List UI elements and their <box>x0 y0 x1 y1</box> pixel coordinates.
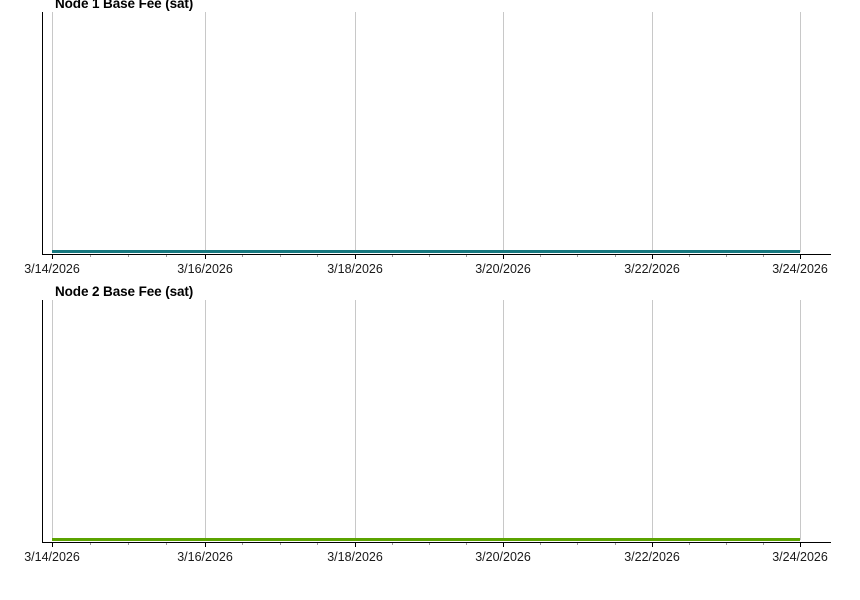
x-tick-node-1-5 <box>800 255 801 259</box>
x-tick-minor-node-1-13 <box>726 255 727 257</box>
series-line-node-2 <box>52 538 800 541</box>
x-tick-minor-node-1-10 <box>577 255 578 257</box>
x-tick-minor-node-2-13 <box>726 543 727 545</box>
x-tick-minor-node-2-11 <box>615 543 616 545</box>
x-tick-node-2-3 <box>503 543 504 547</box>
y-axis-node-1 <box>42 12 43 254</box>
x-tick-node-2-1 <box>205 543 206 547</box>
x-tick-node-1-4 <box>652 255 653 259</box>
x-tick-minor-node-2-10 <box>577 543 578 545</box>
x-tick-minor-node-1-11 <box>615 255 616 257</box>
x-tick-minor-node-1-9 <box>540 255 541 257</box>
x-tick-node-1-2 <box>355 255 356 259</box>
x-axis-label-node-2-5: 3/24/2026 <box>772 550 828 564</box>
x-tick-minor-node-1-5 <box>317 255 318 257</box>
x-axis-label-node-2-2: 3/18/2026 <box>327 550 383 564</box>
x-tick-node-2-4 <box>652 543 653 547</box>
x-tick-minor-node-1-4 <box>280 255 281 257</box>
x-tick-minor-node-2-3 <box>242 543 243 545</box>
x-tick-minor-node-1-8 <box>466 255 467 257</box>
x-tick-minor-node-2-14 <box>763 543 764 545</box>
x-axis-label-node-2-4: 3/22/2026 <box>624 550 680 564</box>
x-tick-minor-node-2-6 <box>392 543 393 545</box>
plot-area-node-2: 3/14/2026 3/16/2026 3/18/2026 3/20/2026 … <box>0 300 860 564</box>
series-line-node-1 <box>52 250 800 253</box>
chart-title-node-1: Node 1 Base Fee (sat) <box>55 0 194 11</box>
chart-panel-node-1: Node 1 Base Fee (sat) <box>0 0 860 286</box>
x-axis-label-node-2-0: 3/14/2026 <box>24 550 80 564</box>
x-axis-label-node-1-4: 3/22/2026 <box>624 262 680 276</box>
x-axis-node-1 <box>42 254 831 255</box>
x-tick-minor-node-1-6 <box>392 255 393 257</box>
x-tick-node-1-1 <box>205 255 206 259</box>
gridline-node-2-3 <box>503 300 504 540</box>
x-axis-label-node-1-3: 3/20/2026 <box>475 262 531 276</box>
x-tick-minor-node-2-7 <box>429 543 430 545</box>
x-axis-labels-node-1: 3/14/2026 3/16/2026 3/18/2026 3/20/2026 … <box>0 262 860 282</box>
x-tick-node-1-0 <box>52 255 53 259</box>
gridline-node-1-4 <box>652 12 653 252</box>
x-tick-minor-node-1-2 <box>166 255 167 257</box>
x-tick-minor-node-2-12 <box>689 543 690 545</box>
x-tick-minor-node-2-1 <box>128 543 129 545</box>
gridline-node-2-1 <box>205 300 206 540</box>
x-tick-minor-node-2-9 <box>540 543 541 545</box>
gridline-node-1-2 <box>355 12 356 252</box>
gridline-node-1-1 <box>205 12 206 252</box>
x-tick-minor-node-2-8 <box>466 543 467 545</box>
gridline-node-2-2 <box>355 300 356 540</box>
x-tick-minor-node-1-0 <box>90 255 91 257</box>
x-axis-label-node-1-1: 3/16/2026 <box>177 262 233 276</box>
x-tick-minor-node-1-14 <box>763 255 764 257</box>
gridline-node-2-4 <box>652 300 653 540</box>
x-tick-node-2-5 <box>800 543 801 547</box>
plot-area-node-1: 3/14/2026 3/16/2026 3/18/2026 3/20/2026 … <box>0 12 860 276</box>
gridline-node-1-5 <box>800 12 801 252</box>
gridline-node-1-3 <box>503 12 504 252</box>
gridline-node-2-0 <box>52 300 53 540</box>
x-tick-minor-node-1-12 <box>689 255 690 257</box>
x-tick-minor-node-2-0 <box>90 543 91 545</box>
x-tick-minor-node-1-7 <box>429 255 430 257</box>
x-tick-node-1-3 <box>503 255 504 259</box>
x-tick-node-2-0 <box>52 543 53 547</box>
x-axis-label-node-2-1: 3/16/2026 <box>177 550 233 564</box>
x-tick-minor-node-2-4 <box>280 543 281 545</box>
gridline-node-2-5 <box>800 300 801 540</box>
x-tick-node-2-2 <box>355 543 356 547</box>
x-tick-minor-node-2-2 <box>166 543 167 545</box>
x-axis-labels-node-2: 3/14/2026 3/16/2026 3/18/2026 3/20/2026 … <box>0 550 860 570</box>
x-axis-label-node-1-2: 3/18/2026 <box>327 262 383 276</box>
x-tick-minor-node-1-1 <box>128 255 129 257</box>
y-axis-node-2 <box>42 300 43 542</box>
x-tick-minor-node-2-5 <box>317 543 318 545</box>
x-axis-label-node-1-0: 3/14/2026 <box>24 262 80 276</box>
x-tick-minor-node-1-3 <box>242 255 243 257</box>
x-axis-label-node-2-3: 3/20/2026 <box>475 550 531 564</box>
chart-title-node-2: Node 2 Base Fee (sat) <box>55 284 194 299</box>
x-axis-node-2 <box>42 542 831 543</box>
chart-panel-node-2: Node 2 Base Fee (sat) <box>0 284 860 584</box>
x-axis-label-node-1-5: 3/24/2026 <box>772 262 828 276</box>
gridline-node-1-0 <box>52 12 53 252</box>
